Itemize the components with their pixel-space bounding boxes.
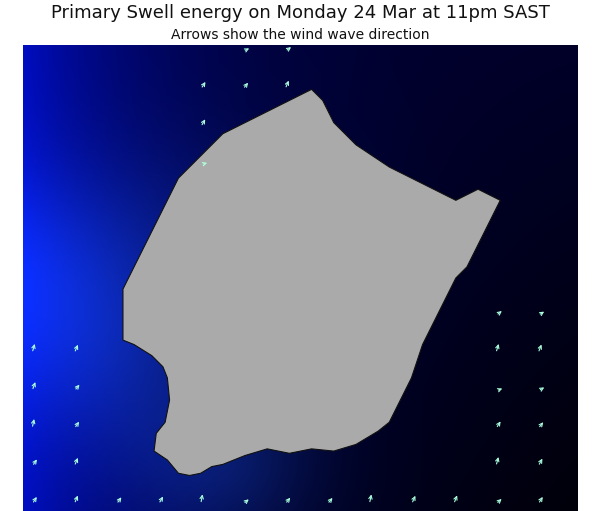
- Polygon shape: [123, 89, 500, 476]
- Text: Primary Swell energy on Monday 24 Mar at 11pm SAST: Primary Swell energy on Monday 24 Mar at…: [51, 4, 550, 21]
- Text: Arrows show the wind wave direction: Arrows show the wind wave direction: [171, 28, 430, 42]
